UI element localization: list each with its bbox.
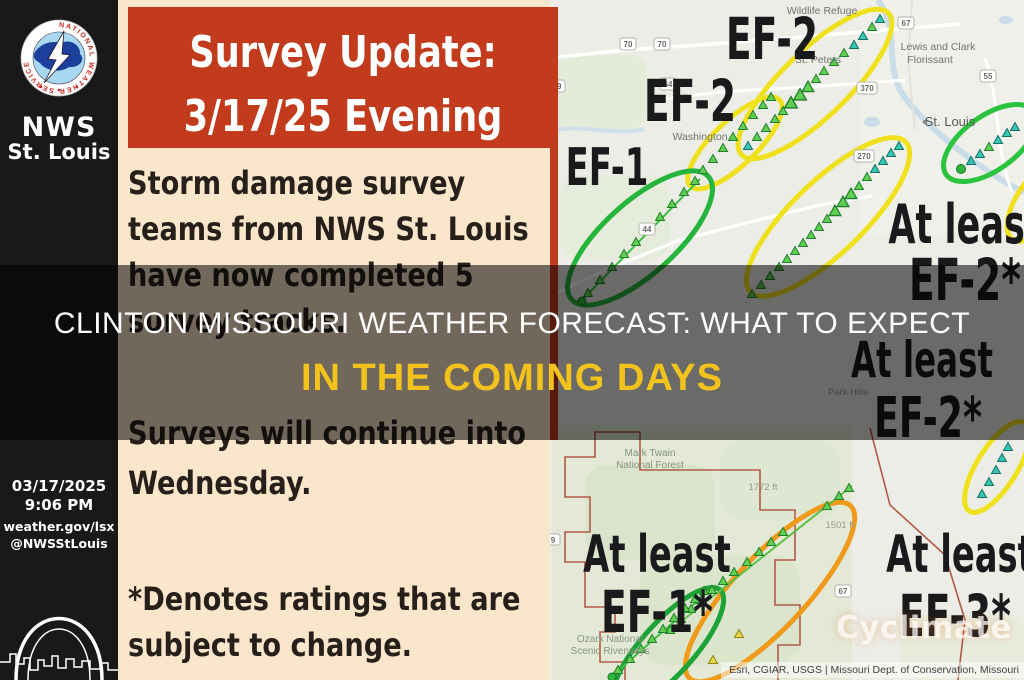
- nws-logo: NATIONAL WEATHER SERVICE: [20, 19, 98, 97]
- ef-rating-label: EF-3*: [899, 583, 1011, 651]
- cyclimate-watermark: Cyclimate: [835, 610, 1012, 646]
- place-label-ozark-2: Scenic Riverways: [571, 646, 650, 657]
- website-url: weather.gov/lsx: [3, 519, 115, 534]
- track-ellipse-yellow: [962, 419, 1024, 515]
- map-lake: [999, 16, 1013, 24]
- shield-label: 64: [664, 80, 673, 89]
- route-shields: 70 70 19 64 370 67 55 44 270 67 9: [550, 16, 997, 598]
- track-line: [667, 485, 853, 633]
- lightning-bolt-icon: [43, 30, 71, 84]
- shield: 370: [856, 81, 878, 95]
- arch-outer: [14, 616, 104, 680]
- track-start-dot: [956, 164, 966, 174]
- shield-label: 55: [984, 72, 993, 81]
- map-forest-patch: [552, 55, 647, 130]
- ef-rating-label: EF-1: [566, 138, 649, 198]
- body-line: subject to change.: [128, 626, 413, 664]
- map-river: [550, 126, 645, 134]
- ef-rating-label: At least: [583, 525, 731, 585]
- office-name: St. Louis: [7, 140, 111, 164]
- place-label-lewis-and-clark: Lewis and Clark: [901, 41, 976, 53]
- ef-rating-label: EF-2: [726, 6, 818, 74]
- skyline-outline: [0, 653, 118, 671]
- shield-label: 44: [643, 225, 652, 234]
- header-title-line2: 3/17/25 Evening: [183, 91, 503, 142]
- header-title-line1: Survey Update:: [189, 27, 497, 78]
- body-line: *Denotes ratings that are: [128, 580, 521, 618]
- st-louis-dot: [922, 119, 928, 125]
- article-title-banner: CLINTON MISSOURI WEATHER FORECAST: WHAT …: [0, 265, 1024, 440]
- place-label-wildlife-refuge: Wildlife Refuge: [787, 5, 858, 17]
- track-ellipse-green: [941, 101, 1024, 185]
- ef-rating-label: At least: [886, 525, 1024, 585]
- map-forest-patch: [720, 440, 840, 520]
- track-ellipse-yellow: [735, 6, 895, 162]
- map-boundary: [564, 431, 640, 680]
- shield-label: 270: [857, 152, 871, 161]
- banner-title-line2: IN THE COMING DAYS: [301, 357, 723, 399]
- body-line: Wednesday.: [128, 464, 312, 502]
- track-start-dot: [607, 672, 617, 680]
- shield-label: 370: [860, 84, 874, 93]
- shield: 70: [619, 37, 637, 51]
- shield: 70: [653, 37, 671, 51]
- shield-label: 70: [624, 40, 633, 49]
- track-ellipse-orange: [682, 499, 858, 680]
- place-label-washington: Washington: [672, 131, 727, 143]
- shield: 67: [897, 16, 915, 30]
- track-ellipse-yellow: [1004, 156, 1024, 244]
- place-label-mark-twain-2: National Forest: [616, 460, 684, 471]
- elevation-label-1501: 1501 ft: [825, 520, 854, 531]
- social-handle: @NWSStLouis: [10, 536, 108, 551]
- shield: 55: [979, 69, 997, 83]
- track-ellipse-yellow: [685, 94, 785, 192]
- shield-label: 67: [902, 19, 911, 28]
- map-attribution: Esri, CGIAR, USGS | Missouri Dept. of Co…: [721, 662, 1024, 678]
- ef-rating-label: EF-2: [644, 68, 736, 136]
- shield-label: 67: [839, 587, 848, 596]
- shield-label: 9: [551, 536, 556, 545]
- survey-update-header: Survey Update: 3/17/25 Evening: [128, 7, 558, 148]
- banner-title-line1: CLINTON MISSOURI WEATHER FORECAST: WHAT …: [53, 307, 971, 340]
- org-name: NWS: [21, 112, 97, 143]
- map-boundary: [869, 427, 966, 680]
- shield: 9: [550, 533, 561, 546]
- issue-date: 03/17/2025: [11, 477, 107, 495]
- map-forest-patch: [585, 465, 715, 560]
- place-label-st-peters: St. Peters: [795, 54, 841, 66]
- place-label-ozark: Ozark National: [577, 634, 643, 645]
- ef-rating-label: At least: [888, 193, 1024, 256]
- map-lake: [864, 117, 880, 127]
- map-road-minor: [839, 554, 853, 680]
- place-label-mark-twain: Mark Twain: [625, 448, 676, 459]
- shield: 67: [834, 584, 852, 598]
- shield: 64: [659, 77, 677, 91]
- map-boundary: [639, 432, 801, 680]
- place-label-florissant: Florissant: [907, 54, 953, 66]
- footnote: *Denotes ratings that are subject to cha…: [128, 576, 520, 668]
- ef-rating-label: EF-1*: [601, 579, 713, 647]
- shield-label: 70: [658, 40, 667, 49]
- body-line: Storm damage survey: [128, 164, 466, 202]
- body-line: teams from NWS St. Louis: [128, 210, 529, 248]
- arch-inner: [27, 628, 91, 680]
- shield: 44: [638, 222, 656, 236]
- issue-time: 9:06 PM: [24, 496, 94, 514]
- place-label-st-louis: St. Louis: [925, 114, 976, 129]
- map-river: [875, 0, 1024, 195]
- shield: 270: [853, 149, 875, 163]
- red-edge-strip: [550, 25, 558, 440]
- elevation-label-1772: 1772 ft: [748, 482, 777, 493]
- gateway-arch-graphic: [0, 616, 118, 680]
